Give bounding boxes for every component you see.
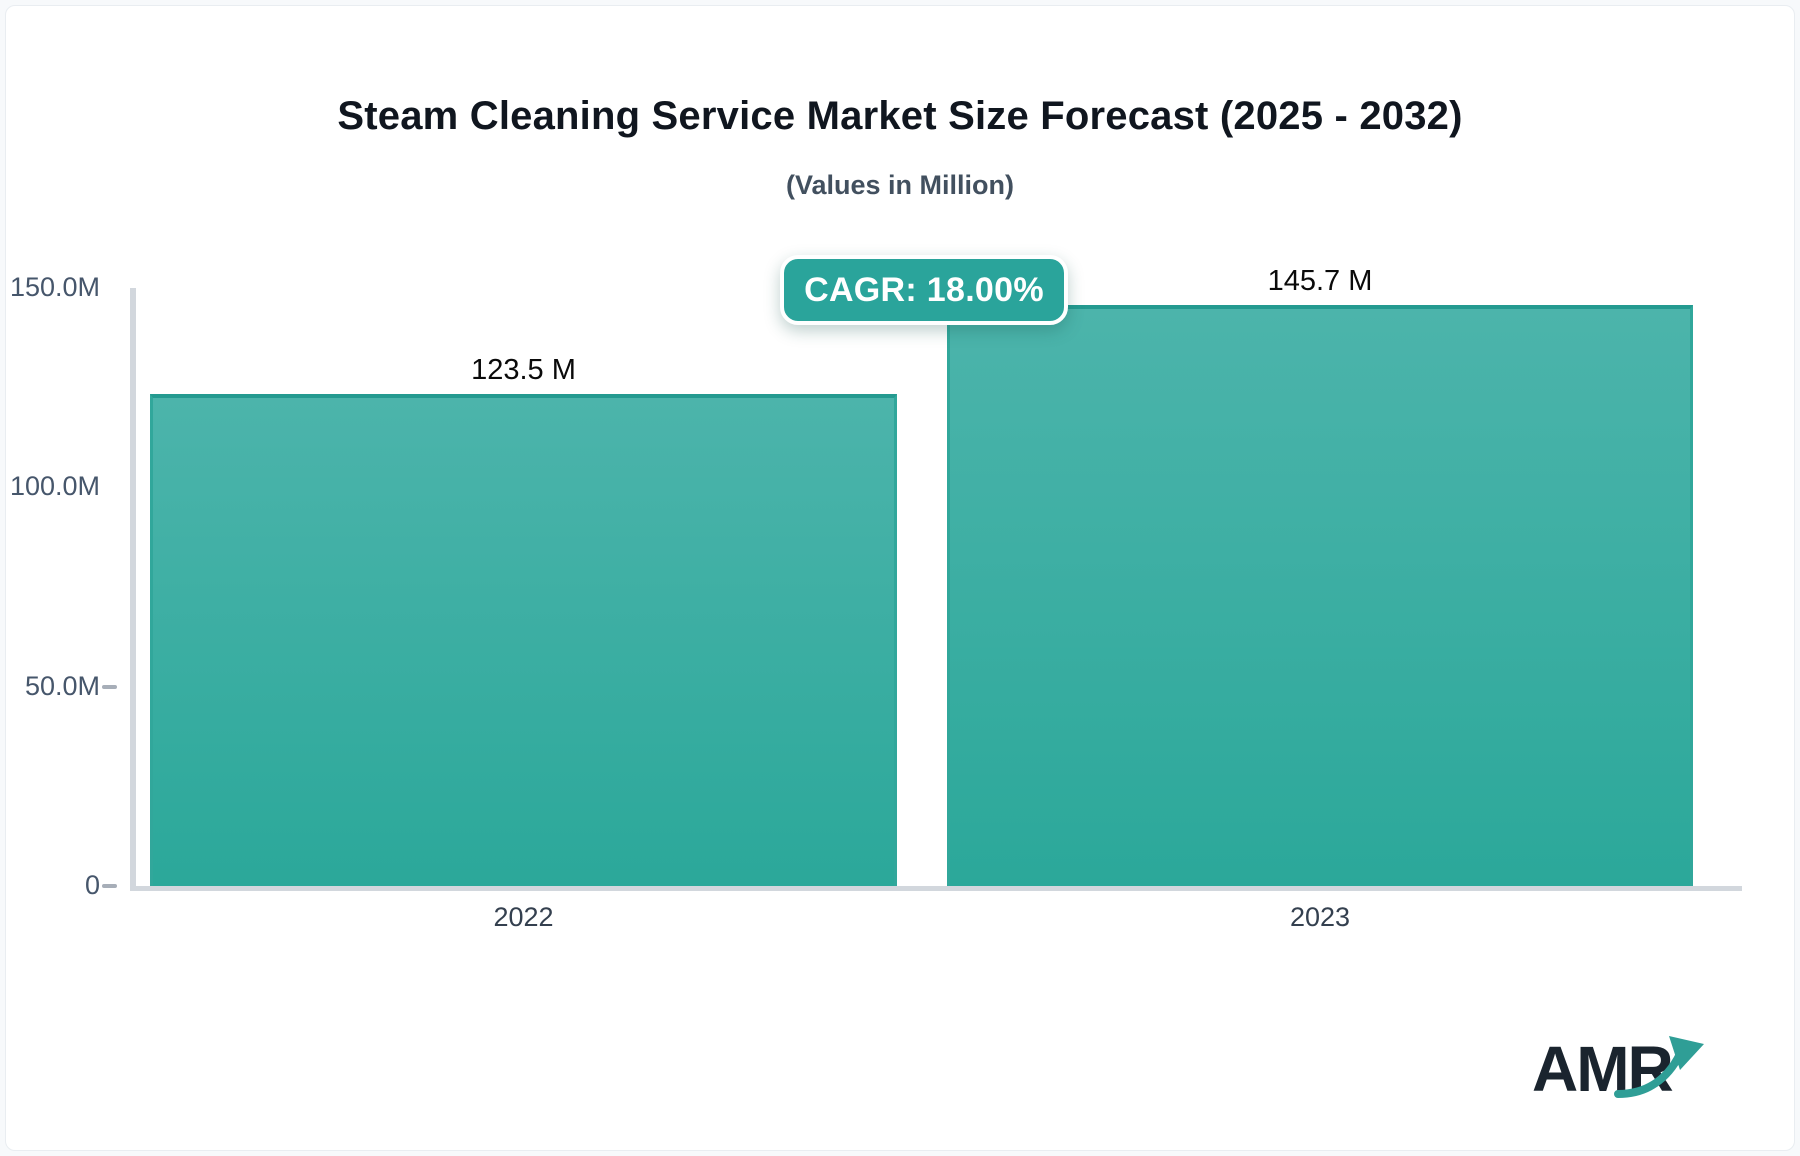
bar-2023 bbox=[947, 305, 1693, 886]
chart-title: Steam Cleaning Service Market Size Forec… bbox=[337, 94, 1463, 138]
y-tick-label: 50.0M bbox=[24, 670, 100, 701]
cagr-badge: CAGR: 18.00% bbox=[780, 255, 1068, 325]
cagr-badge-label: CAGR: 18.00% bbox=[804, 270, 1044, 309]
bar-value-label: 123.5 M bbox=[471, 353, 576, 386]
y-tick-label: 0 bbox=[84, 870, 100, 900]
growth-arrow-icon bbox=[1614, 1036, 1704, 1098]
bar-value-label: 145.7 M bbox=[1267, 265, 1373, 298]
y-tick-mark bbox=[102, 884, 117, 888]
y-tick-mark bbox=[102, 684, 117, 689]
y-tick-label: 150.0M bbox=[9, 272, 100, 302]
x-axis-label: 2023 bbox=[1289, 902, 1351, 932]
y-axis-line bbox=[130, 288, 136, 891]
x-axis-label: 2022 bbox=[493, 902, 554, 932]
chart-subtitle: (Values in Million) bbox=[785, 170, 1015, 200]
y-tick-label: 100.0M bbox=[9, 471, 100, 502]
bar-2022 bbox=[150, 393, 897, 886]
amr-logo-text: AMR bbox=[1532, 1033, 1674, 1105]
x-axis-line bbox=[130, 886, 1742, 891]
amr-logo: AMR bbox=[1532, 1032, 1732, 1112]
